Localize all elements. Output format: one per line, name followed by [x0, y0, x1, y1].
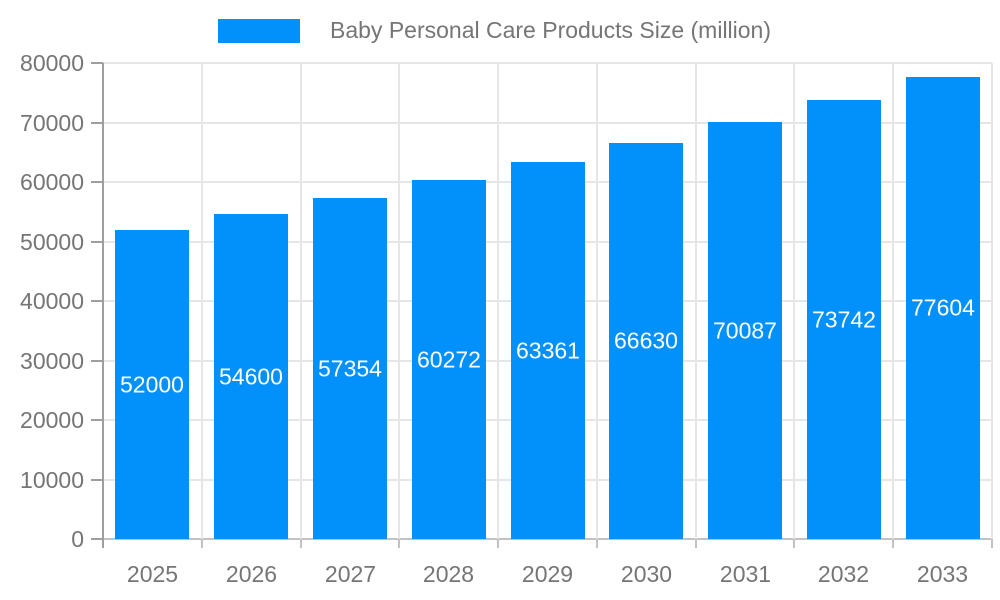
- y-tick-label: 30000: [20, 347, 84, 374]
- bar-2031[interactable]: 70087: [708, 122, 782, 539]
- y-axis-tick: [91, 478, 103, 481]
- bar-value-label: 66630: [614, 327, 678, 354]
- bar-2029[interactable]: 63361: [511, 162, 585, 539]
- y-axis-tick: [91, 62, 103, 64]
- plot-area: 52000 54600 57354 60272 63361 66630 70087 73742…: [103, 62, 993, 540]
- bar-2027[interactable]: 57354: [313, 198, 387, 539]
- y-tick-label: 70000: [20, 109, 84, 136]
- gridline-vertical: [793, 63, 796, 539]
- y-tick-label: 10000: [20, 466, 84, 493]
- y-axis-tick: [91, 121, 103, 124]
- x-axis-tick: [398, 539, 401, 548]
- bar-value-label: 77604: [911, 294, 975, 321]
- x-axis-tick: [694, 539, 697, 548]
- x-tick-label: 2029: [521, 561, 574, 587]
- gridline-vertical: [991, 63, 993, 539]
- gridline-vertical: [398, 63, 401, 539]
- bar-value-label: 63361: [516, 337, 580, 363]
- x-tick-label: 2032: [817, 561, 870, 587]
- gridline: [103, 62, 992, 64]
- gridline-vertical: [299, 63, 302, 539]
- y-axis-tick: [91, 300, 103, 302]
- y-axis-tick: [91, 181, 103, 183]
- x-tick-label: 2033: [916, 561, 969, 587]
- x-tick-label: 2025: [126, 561, 179, 587]
- gridline-vertical: [497, 63, 500, 539]
- bar-2032[interactable]: 73742: [807, 100, 881, 539]
- y-axis-tick: [91, 538, 103, 540]
- gridline: [103, 121, 992, 124]
- x-tick-label: 2028: [422, 561, 475, 587]
- x-axis-tick: [200, 539, 203, 548]
- x-tick-label: 2031: [719, 561, 772, 587]
- y-axis-tick: [91, 240, 103, 243]
- legend-label[interactable]: Baby Personal Care Products Size (millio…: [330, 17, 772, 43]
- bar-value-label: 52000: [120, 371, 184, 397]
- bar-2030[interactable]: 66630: [609, 143, 683, 539]
- x-tick-label: 2027: [324, 561, 377, 587]
- y-axis-line: [102, 63, 104, 548]
- bar-value-label: 54600: [219, 363, 283, 389]
- x-axis-tick: [793, 539, 796, 548]
- gridline-vertical: [694, 63, 697, 539]
- legend[interactable]: Baby Personal Care Products Size (millio…: [218, 17, 771, 44]
- gridline-vertical: [200, 63, 203, 539]
- x-tick-label: 2026: [225, 561, 278, 587]
- x-tick-label: 2030: [620, 561, 673, 587]
- legend-swatch[interactable]: [218, 18, 300, 43]
- bar-2033[interactable]: 77604: [906, 77, 980, 539]
- bar-value-label: 57354: [318, 355, 382, 381]
- y-tick-label: 80000: [20, 50, 84, 76]
- y-tick-label: 20000: [20, 407, 84, 433]
- y-tick-label: 50000: [20, 228, 84, 255]
- bar-value-label: 73742: [812, 306, 876, 332]
- x-axis-baseline: [103, 538, 992, 540]
- gridline-vertical: [892, 63, 895, 539]
- gridline-vertical: [595, 63, 598, 539]
- y-axis-tick: [91, 419, 103, 421]
- bar-2028[interactable]: 60272: [412, 180, 486, 539]
- y-tick-label: 60000: [20, 169, 84, 195]
- x-axis-tick: [991, 539, 993, 548]
- x-axis-tick: [497, 539, 500, 548]
- bar-value-label: 60272: [417, 346, 481, 372]
- x-axis-tick: [892, 539, 895, 548]
- x-axis-tick: [595, 539, 598, 548]
- bar-value-label: 70087: [713, 317, 777, 343]
- x-axis-tick: [299, 539, 302, 548]
- y-axis-tick: [91, 359, 103, 362]
- bar-2025[interactable]: 52000: [115, 230, 189, 539]
- y-tick-label: 40000: [20, 288, 84, 314]
- y-tick-label: 0: [71, 526, 84, 552]
- bar-2026[interactable]: 54600: [214, 214, 288, 539]
